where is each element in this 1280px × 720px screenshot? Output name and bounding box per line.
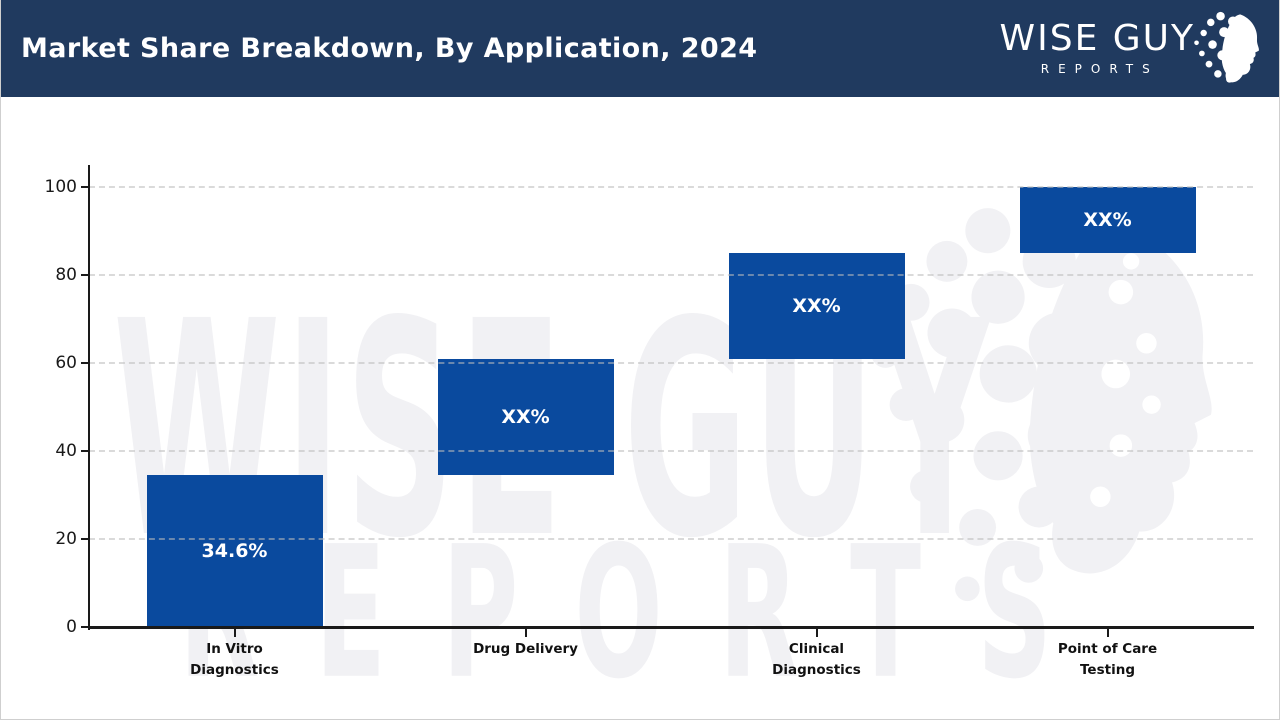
bar-value-label: XX%	[501, 405, 550, 428]
watermark-face-icon	[871, 208, 1212, 602]
y-tick-label: 80	[55, 265, 77, 285]
category-label: Drug Delivery	[473, 641, 578, 657]
logo-face-icon	[1194, 11, 1259, 83]
y-tick	[81, 274, 89, 276]
category-label: Point of Care Testing	[1057, 641, 1158, 678]
y-tick-label: 100	[44, 177, 77, 197]
gridline	[89, 450, 1253, 452]
y-tick	[81, 362, 89, 364]
y-tick-label: 40	[55, 441, 77, 461]
x-tick	[524, 629, 527, 637]
watermark-subtext: REPORTS	[179, 506, 1109, 720]
x-axis-line	[88, 626, 1254, 629]
bar-value-label: 34.6%	[201, 539, 268, 562]
gridline	[89, 362, 1253, 364]
watermark-wordmark: WISE GUY	[113, 258, 994, 604]
bar	[146, 474, 323, 627]
y-tick	[81, 450, 89, 452]
bar-value-label: XX%	[792, 294, 841, 317]
y-tick-label: 60	[55, 353, 77, 373]
bar	[1019, 187, 1196, 253]
page-title: Market Share Breakdown, By Application, …	[21, 33, 758, 64]
logo-wordmark: WISE GUY	[999, 18, 1195, 59]
y-tick	[81, 626, 89, 628]
gridline	[89, 274, 1253, 276]
gridline	[89, 538, 1253, 540]
category-label: In Vitro Diagnostics	[190, 641, 279, 678]
x-tick	[1106, 629, 1109, 637]
logo-text: WISE GUY REPORTS	[999, 18, 1196, 77]
bar	[728, 253, 905, 359]
y-tick	[81, 186, 89, 188]
y-tick-label: 20	[55, 529, 77, 549]
logo-subtext: REPORTS	[1040, 62, 1159, 76]
x-tick	[815, 629, 818, 637]
y-tick	[81, 538, 89, 540]
bar	[437, 358, 614, 475]
y-tick-label: 0	[66, 617, 77, 637]
logo: WISE GUY REPORTS	[1000, 6, 1266, 92]
bar-value-label: XX%	[1083, 209, 1132, 231]
header: Market Share Breakdown, By Application, …	[1, 0, 1279, 97]
gridline	[89, 186, 1253, 188]
category-label: Clinical Diagnostics	[772, 641, 861, 678]
x-tick	[233, 629, 236, 637]
y-axis-line	[88, 165, 90, 630]
